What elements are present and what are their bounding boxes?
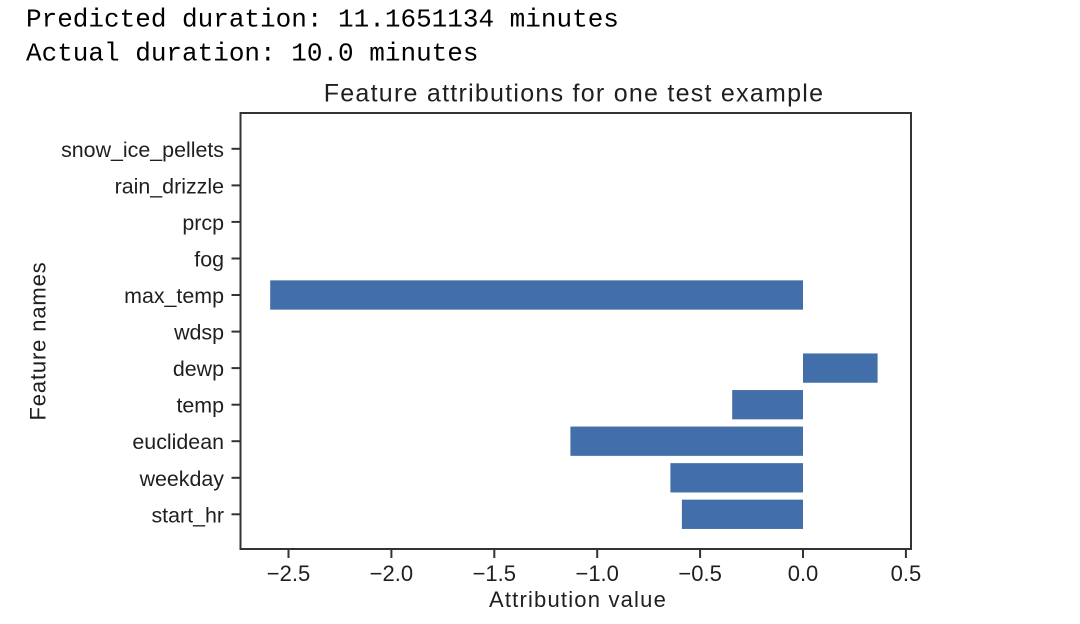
svg-text:temp: temp [176, 394, 224, 418]
svg-text:Predicted duration: 11.1651134: Predicted duration: 11.1651134 minutes [26, 5, 619, 35]
svg-text:weekday: weekday [139, 467, 225, 491]
svg-text:Feature names: Feature names [26, 261, 51, 420]
svg-text:fog: fog [194, 248, 224, 272]
svg-text:−1.0: −1.0 [575, 561, 618, 586]
svg-text:max_temp: max_temp [124, 284, 224, 308]
svg-text:snow_ice_pellets: snow_ice_pellets [61, 138, 224, 162]
svg-text:Feature attributions for one t: Feature attributions for one test exampl… [324, 80, 825, 108]
svg-text:start_hr: start_hr [151, 503, 224, 527]
svg-text:Actual duration: 10.0 minutes: Actual duration: 10.0 minutes [26, 39, 478, 69]
svg-text:dewp: dewp [173, 357, 224, 381]
svg-text:prcp: prcp [182, 211, 224, 235]
svg-text:0.5: 0.5 [891, 561, 922, 586]
svg-text:rain_drizzle: rain_drizzle [115, 174, 224, 198]
svg-text:−2.0: −2.0 [370, 561, 413, 586]
svg-text:0.0: 0.0 [788, 561, 819, 586]
svg-text:−0.5: −0.5 [678, 561, 721, 586]
svg-text:euclidean: euclidean [132, 430, 224, 454]
svg-text:wdsp: wdsp [173, 321, 224, 345]
svg-text:−2.5: −2.5 [267, 561, 310, 586]
svg-text:Attribution value: Attribution value [489, 587, 667, 612]
svg-text:−1.5: −1.5 [473, 561, 516, 586]
